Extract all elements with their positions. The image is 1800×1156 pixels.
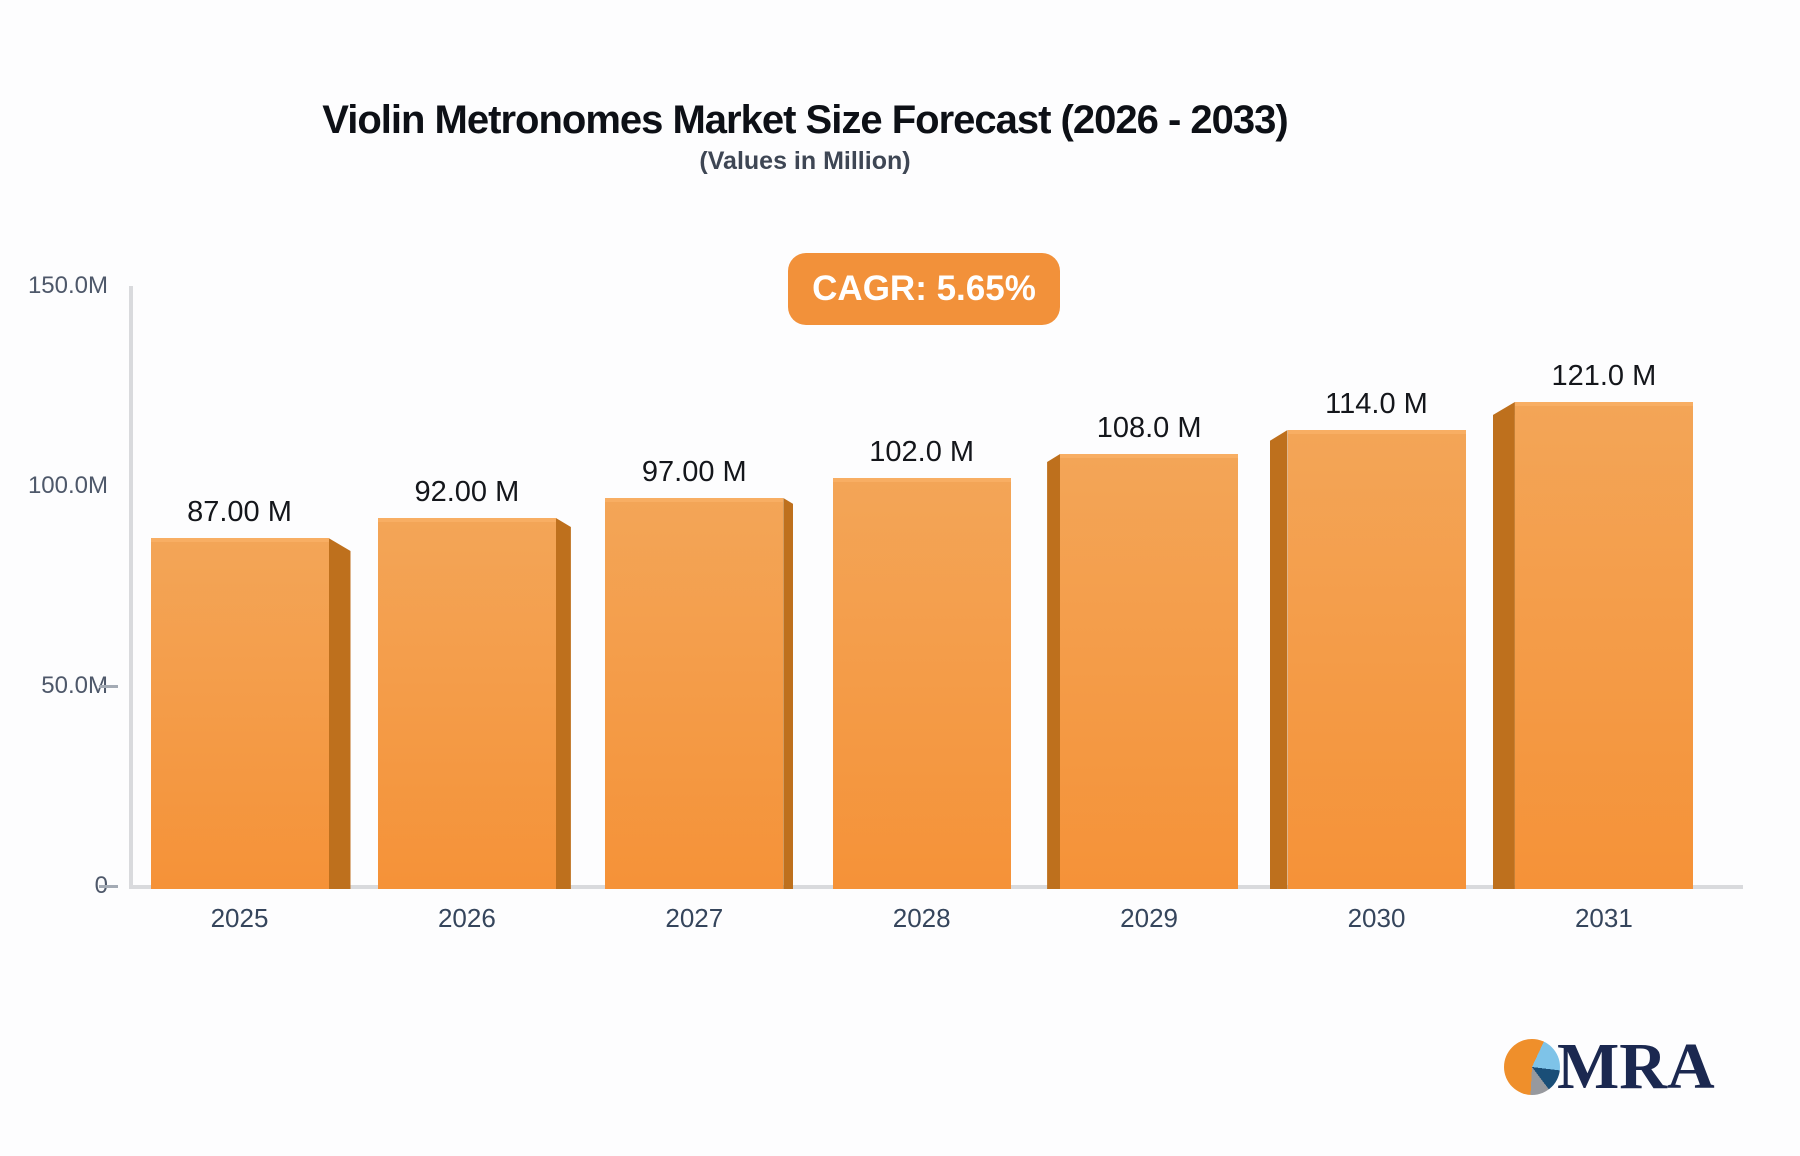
chart-title: Violin Metronomes Market Size Forecast (… [322, 98, 1288, 142]
bar-2028 [832, 478, 1011, 889]
cagr-badge-label: CAGR: 5.65% [812, 269, 1036, 308]
bar-value-label: 92.00 M [414, 476, 520, 508]
bar-value-label: 108.0 M [1096, 412, 1202, 444]
bar-2027 [605, 498, 784, 889]
brand-logo: MRA [1504, 1034, 1715, 1100]
y-tick-mark [99, 885, 118, 888]
x-axis-label-2029: 2029 [1120, 903, 1179, 933]
y-axis-line [129, 286, 133, 889]
bar-value-label: 114.0 M [1325, 388, 1428, 420]
brand-logo-text: MRA [1557, 1030, 1715, 1103]
bar-2030 [1287, 430, 1466, 889]
y-tick-label: 100.0M [27, 472, 108, 499]
bar-2029 [1060, 454, 1239, 889]
x-axis-label-2030: 2030 [1347, 903, 1406, 933]
bar-2025 [150, 538, 329, 889]
x-axis-label-2028: 2028 [892, 903, 951, 933]
bar-2031 [1514, 402, 1693, 889]
y-tick-label: 0 [8, 872, 108, 900]
x-axis-label-2027: 2027 [665, 903, 724, 933]
bar-value-label: 87.00 M [187, 496, 292, 528]
bar-value-label: 121.0 M [1551, 360, 1657, 392]
y-tick-label: 150.0M [27, 272, 108, 299]
bar-value-label: 97.00 M [641, 456, 747, 488]
bar-side-2031 [1492, 402, 1515, 889]
bar-side-2026 [555, 518, 571, 889]
chart-subtitle: (Values in Million) [699, 147, 911, 175]
x-axis-label-2031: 2031 [1574, 903, 1633, 933]
x-axis-label-2025: 2025 [210, 903, 269, 933]
bar-side-2029 [1047, 454, 1061, 889]
y-tick-mark [99, 685, 118, 688]
bar-side-2025 [328, 538, 351, 889]
cagr-badge: CAGR: 5.65% [788, 253, 1060, 325]
bar-side-2030 [1269, 430, 1288, 889]
y-tick-label: 50.0M [41, 672, 108, 699]
bar-value-label: 102.0 M [869, 436, 975, 468]
x-axis-label-2026: 2026 [437, 903, 496, 933]
bar-side-2027 [783, 498, 794, 889]
pie-chart-logo-icon [1504, 1039, 1560, 1095]
bar-2026 [377, 518, 556, 889]
